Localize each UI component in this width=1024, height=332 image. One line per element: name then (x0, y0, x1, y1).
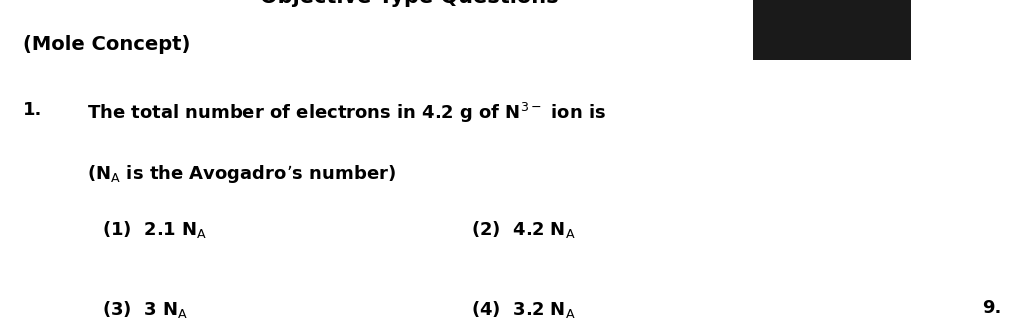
Text: (1)  2.1 N$_{\mathrm{A}}$: (1) 2.1 N$_{\mathrm{A}}$ (102, 219, 208, 240)
Text: Objective Type Questions: Objective Type Questions (260, 0, 559, 7)
Text: (Mole Concept): (Mole Concept) (23, 35, 189, 54)
Text: (3)  3 N$_{\mathrm{A}}$: (3) 3 N$_{\mathrm{A}}$ (102, 299, 188, 320)
Text: The total number of electrons in 4.2 g of N$^{3-}$ ion is: The total number of electrons in 4.2 g o… (87, 101, 606, 125)
Text: (N$_{\mathrm{A}}$ is the Avogadro’s number): (N$_{\mathrm{A}}$ is the Avogadro’s numb… (87, 163, 396, 185)
Text: 1.: 1. (23, 101, 42, 119)
Text: (4)  3.2 N$_{\mathrm{A}}$: (4) 3.2 N$_{\mathrm{A}}$ (471, 299, 575, 320)
Text: 9.: 9. (982, 299, 1001, 317)
FancyBboxPatch shape (753, 0, 911, 60)
Text: (2)  4.2 N$_{\mathrm{A}}$: (2) 4.2 N$_{\mathrm{A}}$ (471, 219, 575, 240)
